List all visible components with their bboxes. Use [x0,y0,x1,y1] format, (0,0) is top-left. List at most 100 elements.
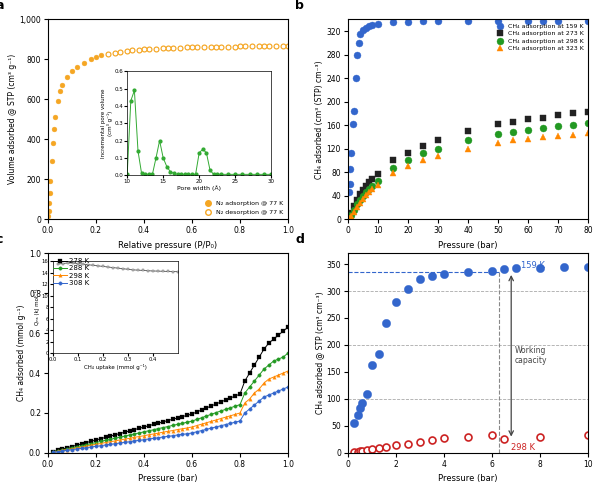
288 K [227,405,234,411]
298 K [145,432,152,438]
Legend: CH₄ adsorption at 159 K, CH₄ adsorption at 273 K, CH₄ adsorption at 298 K, CH₄ a: CH₄ adsorption at 159 K, CH₄ adsorption … [492,22,585,52]
CH₄ adsorption at 323 K [347,213,355,219]
Y-axis label: CH₄ adsorbed @ STP (cm³ cm⁻³): CH₄ adsorbed @ STP (cm³ cm⁻³) [314,292,323,414]
CH₄ adsorption at 323 K [346,215,353,221]
278 K [112,432,119,438]
278 K [169,416,176,422]
278 K [88,438,95,444]
308 K [126,439,133,445]
308 K [184,431,191,437]
CH₄ adsorption at 273 K [346,214,353,220]
288 K [68,445,76,450]
298 K [284,368,292,374]
298 K [222,414,229,420]
CH₄ adsorption at 323 K [464,146,472,151]
308 K [174,432,181,438]
CH₄ adsorption at 298 K [356,197,364,203]
288 K [232,403,239,409]
CH₄ adsorption at 273 K [353,197,361,203]
CH₄ adsorption at 159 K [347,166,354,171]
CH₄ adsorption at 273 K [434,137,442,143]
298 K [150,431,157,437]
278 K [256,354,263,360]
308 K [102,442,109,448]
CH₄ adsorption at 273 K [374,171,382,177]
CH₄ adsorption at 273 K [404,150,412,156]
CH₄ adsorption at 323 K [569,131,577,137]
X-axis label: Pressure (bar): Pressure (bar) [438,241,498,250]
298 K [246,396,253,402]
CH₄ adsorption at 159 K [346,181,353,187]
278 K [83,440,90,446]
288 K [212,410,220,415]
CH₄ adsorption at 298 K [365,186,373,191]
288 K [275,356,282,362]
308 K [160,434,167,440]
298 K [88,442,95,448]
298 K [241,400,248,406]
278 K [179,413,186,419]
298 K [270,374,277,380]
298 K [59,448,66,453]
Line: 288 K: 288 K [51,351,290,454]
CH₄ adsorption at 273 K [509,119,517,125]
278 K [145,423,152,429]
288 K [140,429,148,435]
298 K [217,415,224,421]
308 K [203,427,210,432]
278 K [241,378,248,384]
CH₄ adsorption at 298 K [346,216,353,222]
CH₄ adsorption at 298 K [539,125,547,131]
Legend: 278 K, 288 K, 298 K, 308 K: 278 K, 288 K, 298 K, 308 K [52,257,91,288]
CH₄ adsorption at 159 K [389,19,397,25]
CH₄ adsorption at 323 K [365,189,373,195]
288 K [160,425,167,431]
298 K [126,435,133,441]
308 K [112,441,119,447]
Line: CH₄ adsorption at 298 K: CH₄ adsorption at 298 K [346,120,592,222]
Line: CH₄ adsorption at 159 K: CH₄ adsorption at 159 K [346,17,592,196]
Text: b: b [295,0,304,13]
288 K [64,446,71,452]
288 K [49,449,56,455]
278 K [136,426,143,431]
CH₄ adsorption at 298 K [346,214,353,220]
308 K [241,410,248,416]
Line: 298 K: 298 K [51,369,290,454]
278 K [208,403,215,409]
278 K [222,397,229,403]
CH₄ adsorption at 323 K [368,186,376,192]
288 K [121,433,128,439]
CH₄ adsorption at 298 K [368,183,376,188]
278 K [280,328,287,334]
288 K [198,415,205,421]
278 K [217,399,224,405]
298 K [232,412,239,417]
CH₄ adsorption at 298 K [362,189,370,195]
298 K [280,370,287,376]
278 K [150,421,157,427]
278 K [64,445,71,450]
288 K [88,441,95,447]
CH₄ adsorption at 298 K [374,178,382,184]
288 K [102,437,109,443]
298 K [260,380,268,386]
308 K [136,437,143,443]
308 K [246,406,253,412]
278 K [68,444,76,450]
278 K [174,415,181,421]
278 K [131,427,138,432]
288 K [260,366,268,372]
Text: 159 K: 159 K [521,261,545,270]
308 K [193,429,200,435]
298 K [265,376,272,382]
278 K [155,420,162,426]
308 K [208,425,215,431]
CH₄ adsorption at 323 K [353,205,361,210]
CH₄ adsorption at 273 K [368,176,376,182]
CH₄ adsorption at 323 K [554,133,562,139]
CH₄ adsorption at 298 K [353,202,361,207]
Y-axis label: CH₄ adsorbed (mmol g⁻¹): CH₄ adsorbed (mmol g⁻¹) [17,305,26,401]
298 K [49,449,56,455]
278 K [116,431,124,436]
